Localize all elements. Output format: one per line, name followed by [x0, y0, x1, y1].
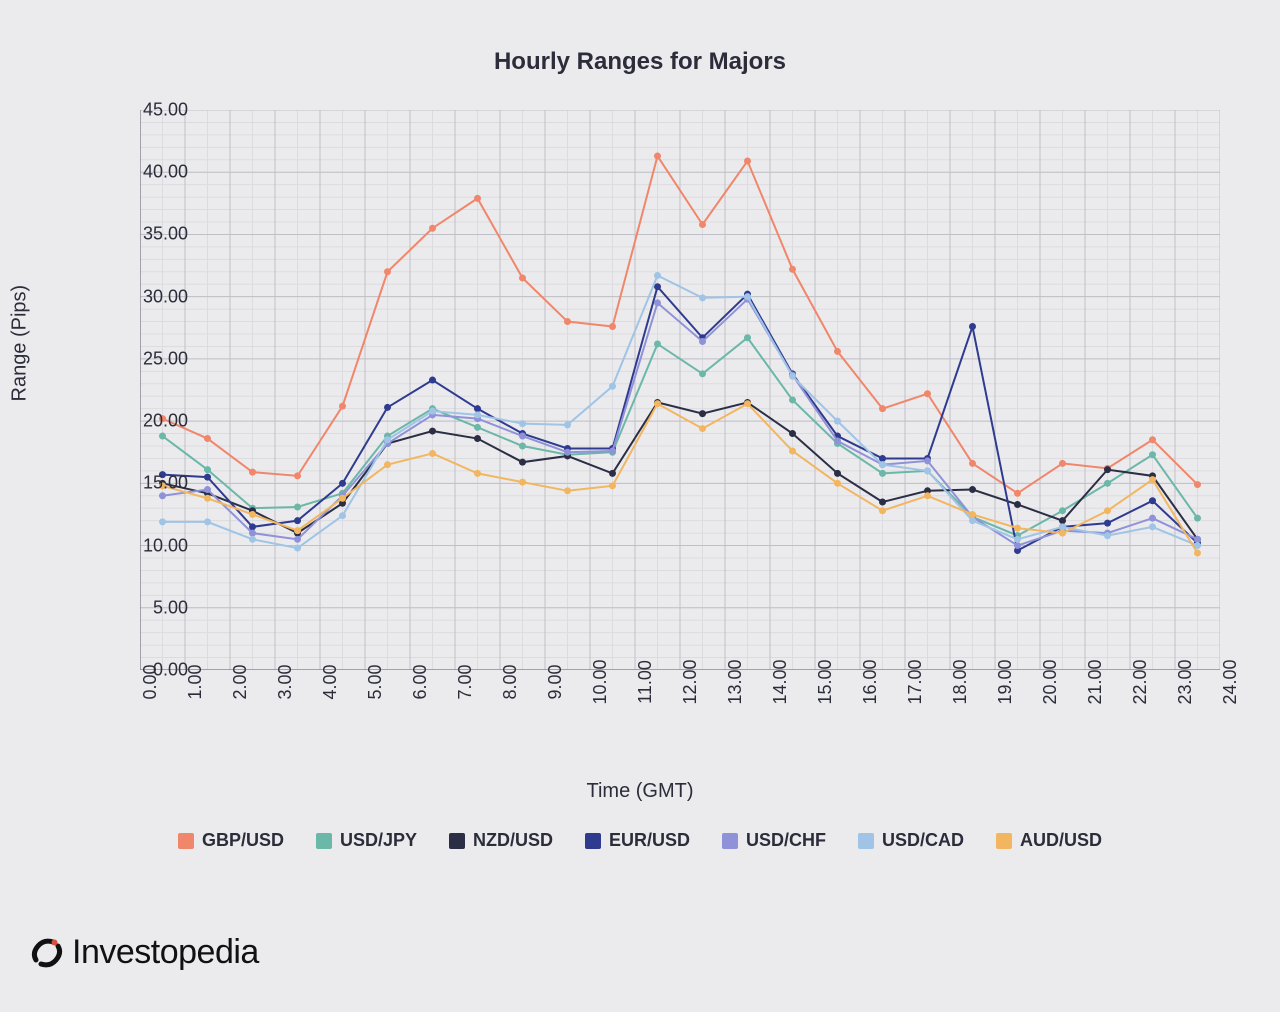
legend-label: EUR/USD — [609, 830, 690, 851]
legend-item: USD/CHF — [722, 830, 826, 851]
x-tick-label: 18.00 — [950, 659, 971, 704]
legend-label: USD/JPY — [340, 830, 417, 851]
x-tick-label: 22.00 — [1130, 659, 1151, 704]
y-tick-label: 30.00 — [128, 286, 188, 307]
legend-swatch — [858, 833, 874, 849]
x-tick-label: 9.00 — [545, 664, 566, 699]
legend-swatch — [178, 833, 194, 849]
chart-svg — [140, 110, 1220, 670]
legend-swatch — [316, 833, 332, 849]
x-tick-label: 16.00 — [860, 659, 881, 704]
x-tick-label: 12.00 — [680, 659, 701, 704]
y-axis-label: Range (Pips) — [9, 285, 32, 402]
legend-label: USD/CAD — [882, 830, 964, 851]
brand-text: Investopedia — [72, 933, 259, 972]
x-tick-label: 3.00 — [275, 664, 296, 699]
y-tick-label: 40.00 — [128, 162, 188, 183]
x-tick-label: 1.00 — [185, 664, 206, 699]
legend-swatch — [449, 833, 465, 849]
y-tick-label: 15.00 — [128, 473, 188, 494]
legend: GBP/USD USD/JPY NZD/USD EUR/USD USD/CHF USD/C… — [0, 830, 1280, 851]
y-tick-label: 20.00 — [128, 411, 188, 432]
brand-icon — [30, 936, 64, 970]
x-tick-label: 13.00 — [725, 659, 746, 704]
legend-item: GBP/USD — [178, 830, 284, 851]
x-tick-label: 6.00 — [410, 664, 431, 699]
x-tick-label: 2.00 — [230, 664, 251, 699]
legend-label: USD/CHF — [746, 830, 826, 851]
legend-label: GBP/USD — [202, 830, 284, 851]
x-tick-label: 14.00 — [770, 659, 791, 704]
y-tick-label: 45.00 — [128, 100, 188, 121]
legend-label: AUD/USD — [1020, 830, 1102, 851]
x-tick-label: 19.00 — [995, 659, 1016, 704]
legend-label: NZD/USD — [473, 830, 553, 851]
legend-item: USD/JPY — [316, 830, 417, 851]
x-tick-label: 5.00 — [365, 664, 386, 699]
legend-item: USD/CAD — [858, 830, 964, 851]
legend-item: NZD/USD — [449, 830, 553, 851]
y-tick-label: 35.00 — [128, 224, 188, 245]
chart-plot-area — [140, 110, 1220, 670]
x-tick-label: 7.00 — [455, 664, 476, 699]
x-tick-label: 24.00 — [1220, 659, 1241, 704]
x-tick-label: 8.00 — [500, 664, 521, 699]
y-tick-label: 10.00 — [128, 535, 188, 556]
brand-logo: Investopedia — [30, 933, 259, 972]
legend-swatch — [585, 833, 601, 849]
chart-container: Hourly Ranges for Majors Range (Pips) 0.… — [0, 0, 1280, 1012]
x-axis-label: Time (GMT) — [0, 780, 1280, 803]
x-tick-label: 20.00 — [1040, 659, 1061, 704]
x-tick-label: 15.00 — [815, 659, 836, 704]
legend-swatch — [996, 833, 1012, 849]
chart-title: Hourly Ranges for Majors — [0, 48, 1280, 76]
x-tick-label: 17.00 — [905, 659, 926, 704]
x-tick-label: 0.00 — [140, 664, 161, 699]
x-tick-label: 10.00 — [590, 659, 611, 704]
x-tick-label: 4.00 — [320, 664, 341, 699]
legend-item: AUD/USD — [996, 830, 1102, 851]
y-tick-label: 5.00 — [128, 597, 188, 618]
x-tick-label: 23.00 — [1175, 659, 1196, 704]
y-tick-label: 25.00 — [128, 348, 188, 369]
legend-item: EUR/USD — [585, 830, 690, 851]
x-tick-label: 11.00 — [635, 660, 656, 704]
x-tick-label: 21.00 — [1085, 659, 1106, 704]
legend-swatch — [722, 833, 738, 849]
